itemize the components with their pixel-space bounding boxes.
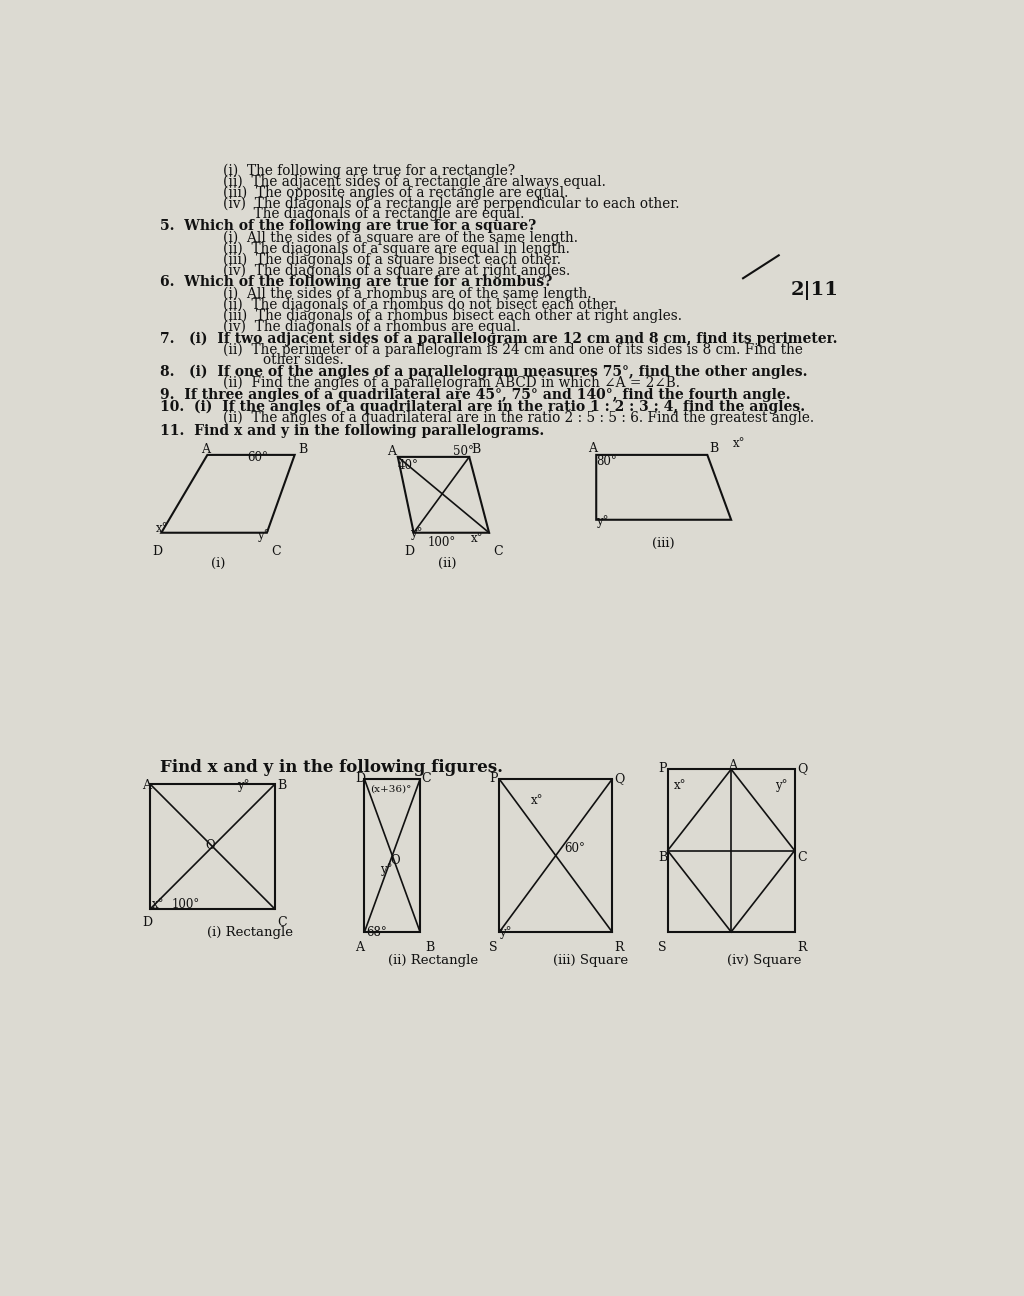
- Text: 2|11: 2|11: [791, 281, 839, 301]
- Text: y°: y°: [380, 863, 392, 876]
- Text: (iii) Square: (iii) Square: [553, 954, 628, 967]
- Text: (iv)  The diagonals of a rectangle are perpendicular to each other.: (iv) The diagonals of a rectangle are pe…: [223, 197, 680, 211]
- Text: 10.  (i)  If the angles of a quadrilateral are in the ratio 1 : 2 : 3 : 4, find : 10. (i) If the angles of a quadrilateral…: [160, 400, 805, 415]
- Text: (i)  The following are true for a rectangle?: (i) The following are true for a rectang…: [223, 163, 515, 178]
- Text: (ii)  The perimeter of a parallelogram is 24 cm and one of its sides is 8 cm. Fi: (ii) The perimeter of a parallelogram is…: [223, 342, 803, 356]
- Text: O: O: [391, 854, 400, 867]
- Text: 100°: 100°: [428, 535, 457, 548]
- Text: 8.   (i)  If one of the angles of a parallelogram measures 75°, find the other a: 8. (i) If one of the angles of a paralle…: [160, 365, 807, 380]
- Text: (i) Rectangle: (i) Rectangle: [207, 925, 293, 938]
- Text: y°: y°: [500, 925, 512, 938]
- Text: C: C: [270, 544, 281, 557]
- Text: (ii)  The adjacent sides of a rectangle are always equal.: (ii) The adjacent sides of a rectangle a…: [223, 175, 606, 189]
- Text: (iv)  The diagonals of a rhombus are equal.: (iv) The diagonals of a rhombus are equa…: [223, 319, 521, 333]
- Text: (i)  All the sides of a rhombus are of the same length.: (i) All the sides of a rhombus are of th…: [223, 286, 592, 301]
- Text: P: P: [658, 762, 667, 775]
- Text: B: B: [471, 443, 480, 456]
- Text: (iii)  The opposite angles of a rectangle are equal.: (iii) The opposite angles of a rectangle…: [223, 185, 568, 200]
- Text: 60°: 60°: [247, 451, 268, 464]
- Text: R: R: [797, 941, 807, 954]
- Text: (ii): (ii): [437, 557, 456, 570]
- Text: D: D: [355, 772, 366, 785]
- Text: (i)  All the sides of a square are of the same length.: (i) All the sides of a square are of the…: [223, 231, 579, 245]
- Text: (iii): (iii): [652, 537, 675, 550]
- Text: x°: x°: [156, 522, 168, 535]
- Text: A: A: [588, 442, 597, 455]
- Text: x°: x°: [152, 898, 164, 911]
- Text: (i): (i): [211, 557, 225, 570]
- Text: C: C: [422, 772, 431, 785]
- Text: y°: y°: [410, 526, 422, 539]
- Text: Q: Q: [614, 772, 625, 785]
- Text: 100°: 100°: [172, 898, 200, 911]
- Text: A: A: [355, 941, 364, 954]
- Text: B: B: [299, 443, 308, 456]
- Text: (ii)  The diagonals of a rhombus do not bisect each other.: (ii) The diagonals of a rhombus do not b…: [223, 297, 618, 311]
- Text: y°: y°: [596, 515, 608, 527]
- Text: (ii) Rectangle: (ii) Rectangle: [388, 954, 478, 967]
- Text: 6.  Which of the following are true for a rhombus?: 6. Which of the following are true for a…: [160, 275, 552, 289]
- Text: 5.  Which of the following are true for a square?: 5. Which of the following are true for a…: [160, 219, 536, 233]
- Text: C: C: [494, 544, 503, 557]
- Text: 68°: 68°: [367, 925, 387, 938]
- Text: (iv) Square: (iv) Square: [727, 954, 802, 967]
- Text: The diagonals of a rectangle are equal.: The diagonals of a rectangle are equal.: [223, 207, 524, 222]
- Text: (ii)  The diagonals of a square are equal in length.: (ii) The diagonals of a square are equal…: [223, 241, 570, 255]
- Text: P: P: [489, 772, 498, 785]
- Text: D: D: [152, 544, 162, 557]
- Text: S: S: [658, 941, 667, 954]
- Text: O: O: [206, 839, 215, 851]
- Text: A: A: [387, 445, 395, 457]
- Text: A: A: [201, 443, 210, 456]
- Text: x°: x°: [471, 531, 483, 544]
- Text: y°: y°: [775, 779, 787, 792]
- Text: A: A: [142, 779, 152, 792]
- Text: 40°: 40°: [397, 459, 419, 472]
- Text: (iii)  The diagonals of a square bisect each other.: (iii) The diagonals of a square bisect e…: [223, 253, 561, 267]
- Text: 50°: 50°: [454, 445, 474, 457]
- Text: 7.   (i)  If two adjacent sides of a parallelogram are 12 cm and 8 cm, find its : 7. (i) If two adjacent sides of a parall…: [160, 332, 838, 346]
- Text: D: D: [404, 544, 415, 557]
- Text: x°: x°: [531, 794, 544, 807]
- Text: B: B: [658, 851, 668, 864]
- Text: (ii)  Find the angles of a parallelogram ABCD in which ∠A = 2∠B.: (ii) Find the angles of a parallelogram …: [223, 376, 680, 390]
- Text: B: B: [426, 941, 435, 954]
- Text: D: D: [142, 916, 153, 929]
- Text: Find x and y in the following figures.: Find x and y in the following figures.: [160, 759, 503, 776]
- Text: y°: y°: [238, 779, 250, 792]
- Text: C: C: [278, 916, 287, 929]
- Text: 60°: 60°: [564, 842, 586, 855]
- Text: 11.  Find x and y in the following parallelograms.: 11. Find x and y in the following parall…: [160, 424, 544, 438]
- Text: C: C: [797, 851, 807, 864]
- Text: other sides.: other sides.: [263, 353, 344, 367]
- Text: x°: x°: [674, 779, 686, 792]
- Text: (x+36)°: (x+36)°: [370, 784, 412, 793]
- Text: S: S: [489, 941, 498, 954]
- Text: B: B: [710, 442, 719, 455]
- Text: (iv)  The diagonals of a square are at right angles.: (iv) The diagonals of a square are at ri…: [223, 263, 570, 277]
- Text: A: A: [728, 759, 737, 772]
- Text: (iii)  The diagonals of a rhombus bisect each other at right angles.: (iii) The diagonals of a rhombus bisect …: [223, 308, 682, 323]
- Text: B: B: [278, 779, 287, 792]
- Text: 80°: 80°: [596, 455, 617, 468]
- Text: R: R: [614, 941, 624, 954]
- Text: Q: Q: [797, 762, 807, 775]
- Text: y°: y°: [257, 529, 269, 542]
- Text: (ii)  The angles of a quadrilateral are in the ratio 2 : 5 : 5 : 6. Find the gre: (ii) The angles of a quadrilateral are i…: [223, 411, 814, 425]
- Text: x°: x°: [733, 437, 745, 450]
- Text: 9.  If three angles of a quadrilateral are 45°, 75° and 140°, find the fourth an: 9. If three angles of a quadrilateral ar…: [160, 388, 791, 402]
